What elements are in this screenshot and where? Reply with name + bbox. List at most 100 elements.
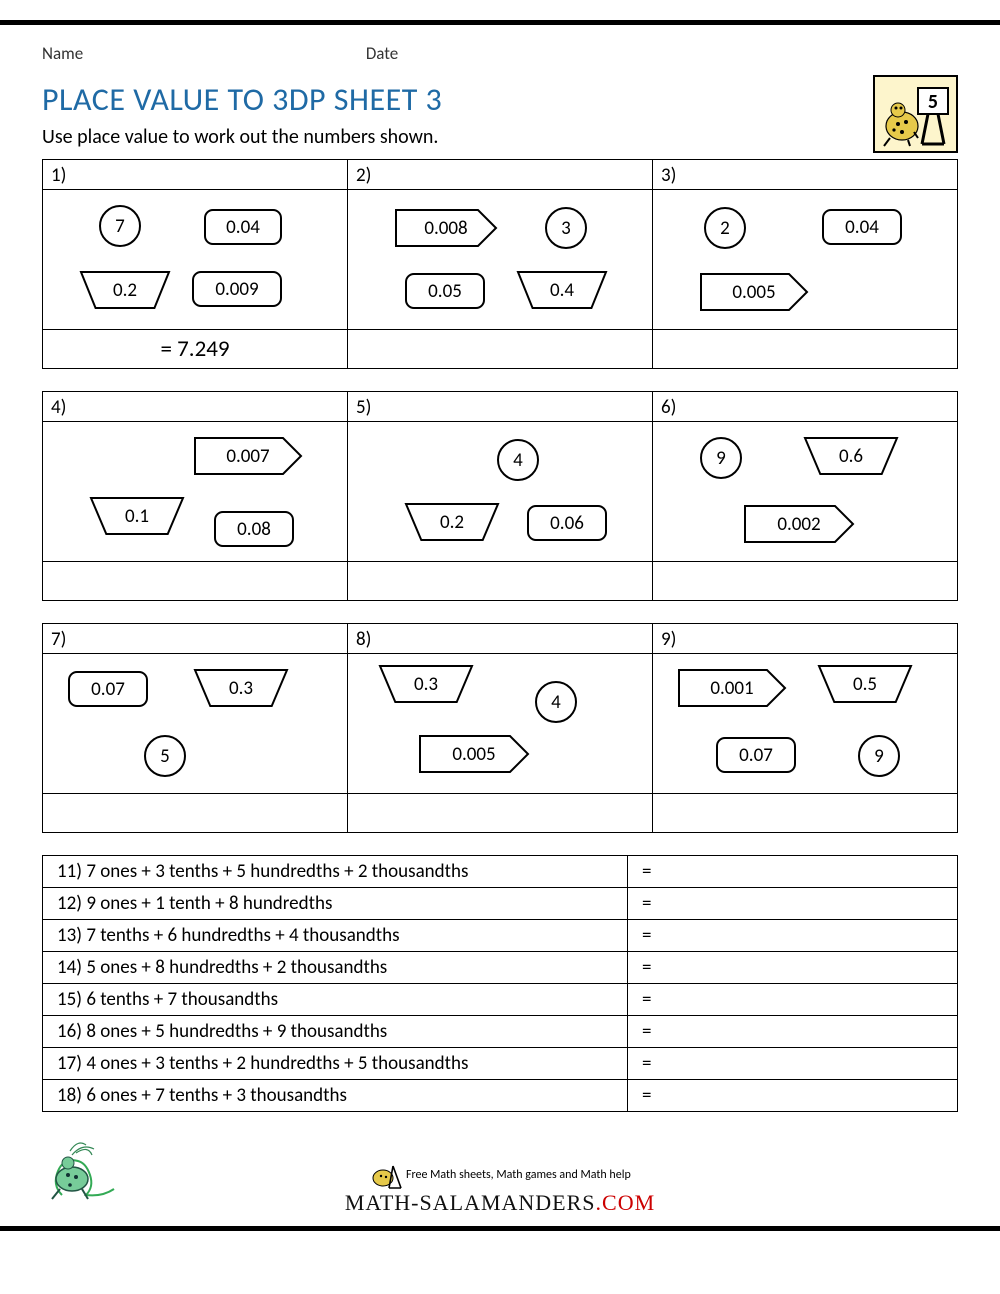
circle-shape: 9 [699, 436, 743, 480]
shape-value: 0.4 [550, 279, 574, 302]
text-question-row: 18) 6 ones + 7 tenths + 3 thousandths= [43, 1080, 958, 1112]
pentagon-shape: 0.005 [699, 272, 809, 312]
circle-shape: 4 [534, 680, 578, 724]
question-number: 9) [653, 624, 957, 654]
question-text: 11) 7 ones + 3 tenths + 5 hundredths + 2… [43, 856, 628, 887]
question-text: 15) 6 tenths + 7 thousandths [43, 984, 628, 1015]
question-row: 7) 0.07 0.3 5 8) 0.3 4 0.005 9) 0.001 0.5 0.07 9 [42, 623, 958, 833]
question-number: 1) [43, 160, 347, 190]
question-number: 4) [43, 392, 347, 422]
answer-area[interactable] [43, 794, 347, 832]
answer-cell[interactable]: = [628, 920, 958, 951]
pentagon-shape: 0.002 [743, 504, 855, 544]
trapezoid-shape: 0.3 [378, 664, 474, 704]
answer-cell[interactable]: = [628, 1016, 958, 1047]
shapes-area: 4 0.2 0.06 [348, 422, 652, 562]
question-cell: 3) 2 0.04 0.005 [653, 160, 958, 369]
footer-center: Free Math sheets, Math games and Math he… [132, 1160, 868, 1216]
circle-shape: 3 [544, 206, 588, 250]
text-question-row: 12) 9 ones + 1 tenth + 8 hundredths= [43, 888, 958, 920]
text-questions-table: 11) 7 ones + 3 tenths + 5 hundredths + 2… [42, 855, 958, 1112]
circle-shape: 5 [143, 734, 187, 778]
answer-cell[interactable]: = [628, 952, 958, 983]
rect-shape: 0.009 [191, 270, 283, 308]
shape-value: 0.3 [229, 677, 253, 700]
answer-cell[interactable]: = [628, 984, 958, 1015]
instruction-text: Use place value to work out the numbers … [42, 125, 958, 149]
answer-cell[interactable]: = [628, 888, 958, 919]
text-question-row: 13) 7 tenths + 6 hundredths + 4 thousand… [43, 920, 958, 952]
shape-questions-container: 1)70.040.20.009= 7.2492)0.00830.050.43)2… [42, 159, 958, 833]
answer-area[interactable] [653, 794, 957, 832]
shape-value: 0.3 [414, 673, 438, 696]
header-line: Name Date [42, 43, 958, 64]
question-number: 3) [653, 160, 957, 190]
shape-value: 0.05 [428, 280, 462, 303]
question-cell: 6) 9 0.6 0.002 [653, 392, 958, 601]
shape-value: 7 [115, 215, 125, 238]
shape-value: 0.04 [845, 216, 879, 239]
shape-value: 0.1 [125, 505, 149, 528]
pentagon-shape: 0.008 [394, 208, 498, 248]
text-question-row: 11) 7 ones + 3 tenths + 5 hundredths + 2… [43, 856, 958, 888]
shape-value: 0.06 [550, 512, 584, 535]
footer-salamander-icon [42, 1135, 132, 1216]
shape-value: 3 [561, 217, 571, 240]
answer-area[interactable] [348, 562, 652, 600]
question-cell: 9) 0.001 0.5 0.07 9 [653, 624, 958, 833]
circle-shape: 2 [703, 206, 747, 250]
shape-value: 2 [720, 217, 730, 240]
question-number: 7) [43, 624, 347, 654]
badge-number: 5 [927, 90, 937, 114]
rect-shape: 0.05 [404, 272, 486, 310]
page-footer: Free Math sheets, Math games and Math he… [42, 1136, 958, 1216]
footer-mini-logo-icon [369, 1160, 403, 1190]
trapezoid-shape: 0.3 [193, 668, 289, 708]
circle-shape: 7 [98, 204, 142, 248]
circle-shape: 9 [857, 734, 901, 778]
shape-value: 9 [716, 447, 726, 470]
answer-area[interactable] [348, 794, 652, 832]
shape-value: 0.009 [215, 278, 258, 301]
question-number: 8) [348, 624, 652, 654]
answer-cell[interactable]: = [628, 856, 958, 887]
shape-value: 0.005 [732, 281, 775, 304]
shape-value: 0.07 [739, 744, 773, 767]
question-number: 6) [653, 392, 957, 422]
rect-shape: 0.07 [715, 736, 797, 774]
answer-area[interactable] [653, 330, 957, 368]
shapes-area: 70.040.20.009 [43, 190, 347, 330]
shapes-area: 9 0.6 0.002 [653, 422, 957, 562]
answer-area[interactable]: = 7.249 [43, 330, 347, 368]
shapes-area: 0.07 0.3 5 [43, 654, 347, 794]
trapezoid-shape: 0.4 [516, 270, 608, 310]
question-text: 13) 7 tenths + 6 hundredths + 4 thousand… [43, 920, 628, 951]
shape-value: 0.08 [237, 518, 271, 541]
question-cell: 2)0.00830.050.4 [348, 160, 653, 369]
shape-value: 0.007 [226, 445, 269, 468]
question-cell: 5)40.20.06 [348, 392, 653, 601]
question-row: 4)0.0070.10.085)40.20.066)90.60.002 [42, 391, 958, 601]
shape-value: 0.002 [777, 513, 820, 536]
shape-value: 0.005 [452, 743, 495, 766]
answer-cell[interactable]: = [628, 1080, 958, 1111]
trapezoid-shape: 0.2 [404, 502, 500, 542]
answer-area[interactable] [653, 562, 957, 600]
shape-value: 0.001 [710, 677, 753, 700]
trapezoid-shape: 0.6 [803, 436, 899, 476]
shape-value: 0.008 [424, 217, 467, 240]
shape-value: 0.6 [839, 445, 863, 468]
trapezoid-shape: 0.5 [817, 664, 913, 704]
question-text: 14) 5 ones + 8 hundredths + 2 thousandth… [43, 952, 628, 983]
answer-cell[interactable]: = [628, 1048, 958, 1079]
name-label: Name [42, 43, 362, 64]
shape-value: 4 [551, 691, 561, 714]
rect-shape: 0.08 [213, 510, 295, 548]
rect-shape: 0.06 [526, 504, 608, 542]
shape-value: 4 [513, 449, 523, 472]
footer-brand: MATH-SALAMANDERS.COM [345, 1190, 655, 1215]
answer-area[interactable] [43, 562, 347, 600]
answer-area[interactable] [348, 330, 652, 368]
rect-shape: 0.07 [67, 670, 149, 708]
text-question-row: 15) 6 tenths + 7 thousandths= [43, 984, 958, 1016]
